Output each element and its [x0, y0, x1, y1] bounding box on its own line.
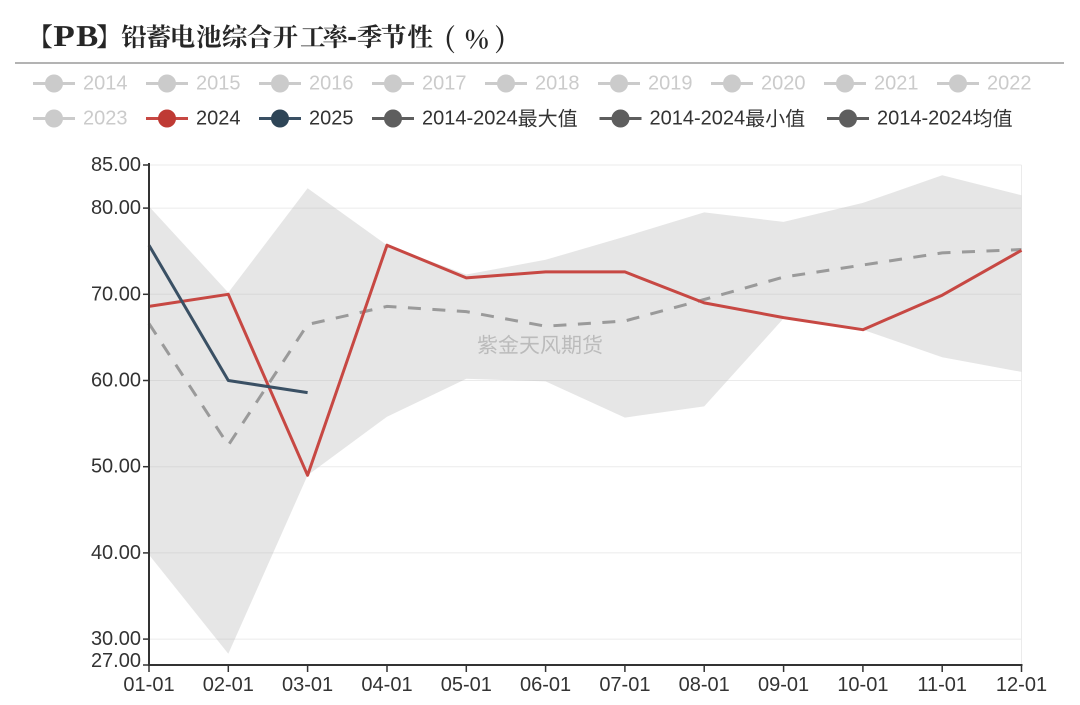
- svg-text:2021: 2021: [874, 73, 919, 95]
- svg-text:2017: 2017: [422, 73, 467, 95]
- svg-text:70.00: 70.00: [91, 283, 141, 305]
- svg-text:2018: 2018: [535, 73, 580, 95]
- svg-text:12-01: 12-01: [996, 674, 1047, 696]
- svg-text:80.00: 80.00: [91, 197, 141, 219]
- svg-text:07-01: 07-01: [599, 674, 650, 696]
- svg-text:2022: 2022: [987, 73, 1032, 95]
- svg-text:06-01: 06-01: [520, 674, 571, 696]
- svg-text:05-01: 05-01: [441, 674, 492, 696]
- svg-text:2014: 2014: [83, 73, 128, 95]
- svg-text:60.00: 60.00: [91, 370, 141, 392]
- svg-text:2019: 2019: [648, 73, 693, 95]
- svg-text:2024: 2024: [196, 108, 241, 130]
- svg-text:02-01: 02-01: [203, 674, 254, 696]
- svg-text:2025: 2025: [309, 108, 354, 130]
- svg-text:11-01: 11-01: [917, 674, 967, 696]
- svg-text:2016: 2016: [309, 73, 354, 95]
- svg-text:10-01: 10-01: [837, 674, 888, 696]
- svg-text:50.00: 50.00: [91, 456, 141, 478]
- svg-text:2014-2024: 2014-2024: [650, 108, 746, 130]
- svg-text:2015: 2015: [196, 73, 241, 95]
- svg-text:30.00: 30.00: [91, 628, 141, 650]
- svg-text:09-01: 09-01: [758, 674, 809, 696]
- svg-text:27.00: 27.00: [91, 650, 141, 672]
- svg-text:40.00: 40.00: [91, 542, 141, 564]
- svg-text:03-01: 03-01: [282, 674, 333, 696]
- svg-text:08-01: 08-01: [679, 674, 730, 696]
- svg-text:2014-2024: 2014-2024: [877, 108, 973, 130]
- svg-text:01-01: 01-01: [123, 674, 174, 696]
- svg-text:04-01: 04-01: [361, 674, 412, 696]
- svg-text:2014-2024: 2014-2024: [422, 108, 518, 130]
- svg-text:2020: 2020: [761, 73, 806, 95]
- svg-text:85.00: 85.00: [91, 154, 141, 176]
- svg-text:2023: 2023: [83, 108, 128, 130]
